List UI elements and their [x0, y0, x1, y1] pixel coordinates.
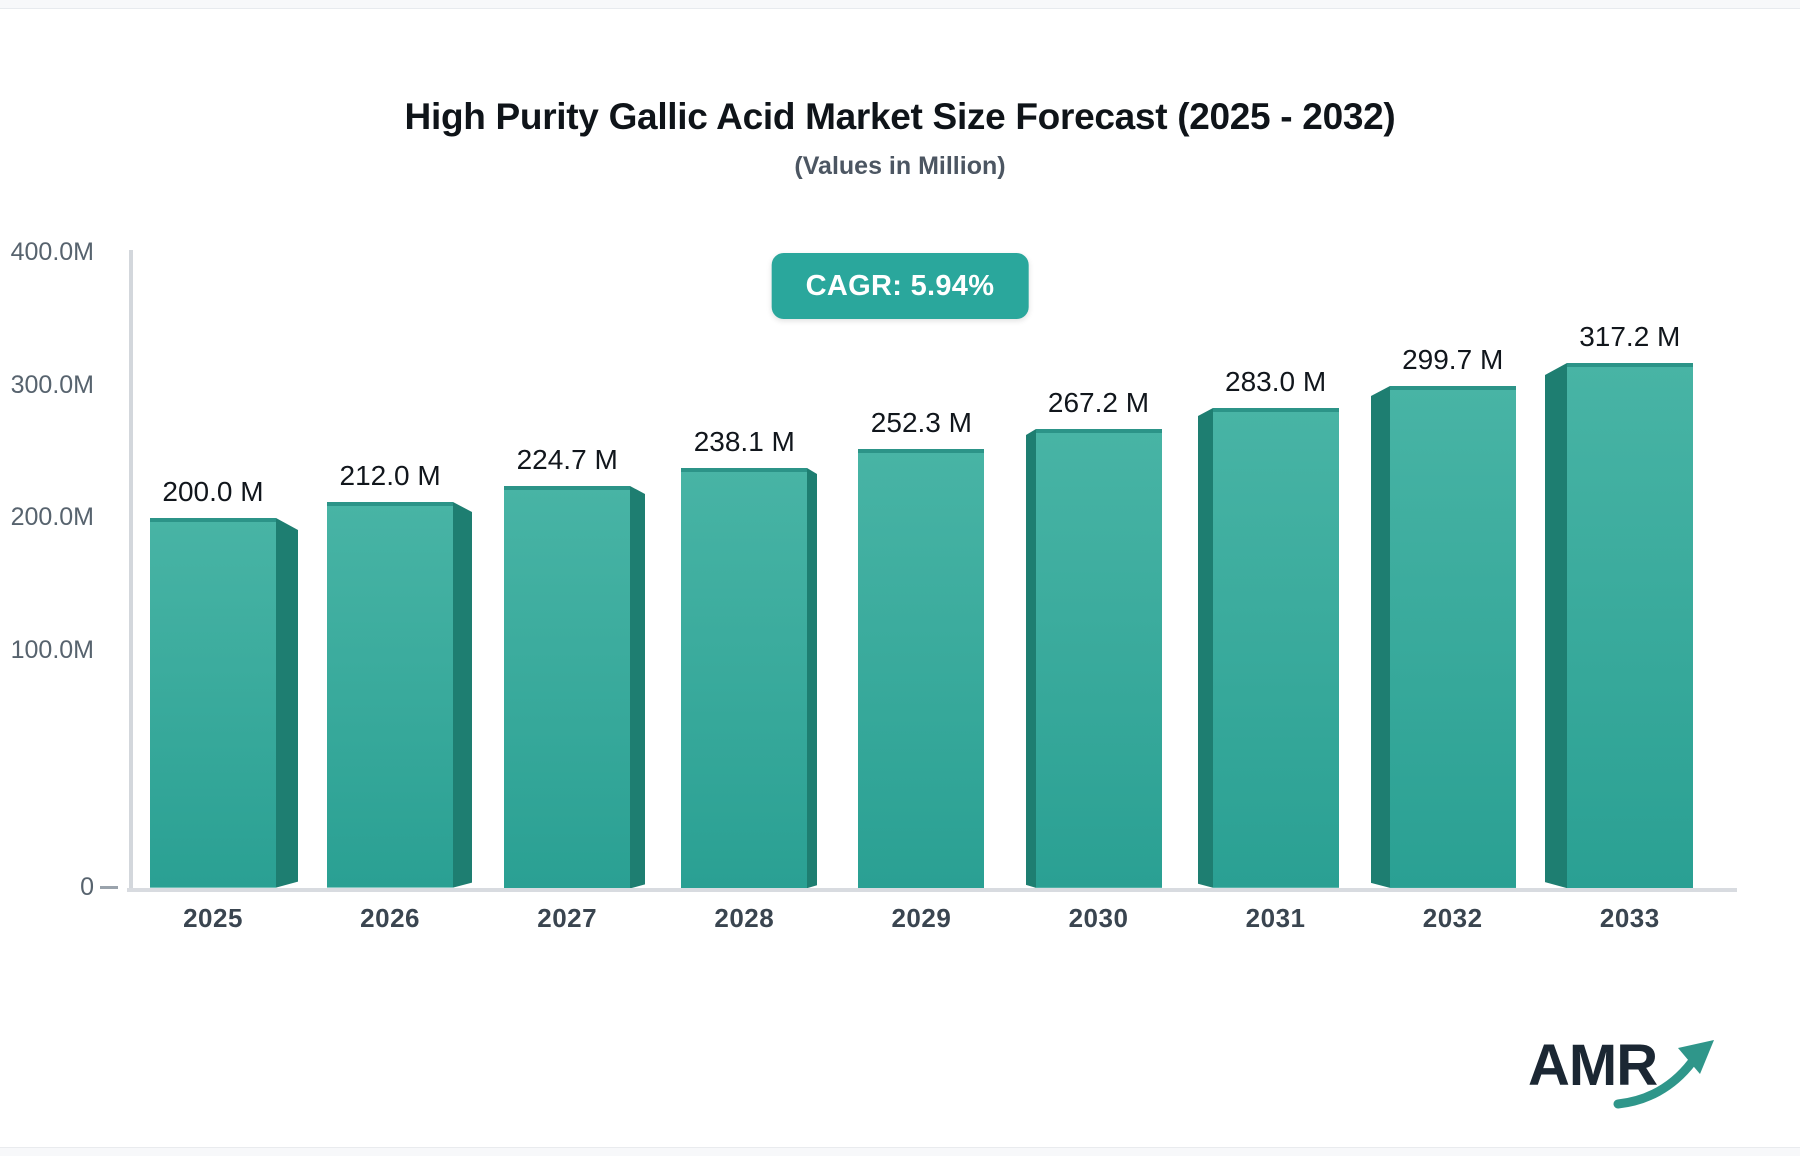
bar-front-face: [858, 448, 985, 888]
bar-side-face: [630, 485, 646, 888]
bar-top-edge: [681, 467, 808, 472]
y-axis-label: 100.0M: [10, 636, 94, 664]
y-axis-label: 300.0M: [10, 370, 94, 399]
bar-value-label: 299.7 M: [1402, 344, 1504, 376]
bar-front-face: [327, 502, 454, 888]
x-axis-label: 2027: [537, 903, 598, 933]
growth-arrow-icon: [1613, 1040, 1714, 1109]
bar-side-face: [453, 502, 473, 888]
bar-value-label: 252.3 M: [870, 406, 972, 438]
x-axis-label: 2031: [1245, 903, 1306, 933]
bar-value-label: 200.0 M: [162, 476, 264, 508]
bar-value-label: 283.0 M: [1225, 366, 1327, 398]
chart-header: High Purity Gallic Acid Market Size Fore…: [0, 0, 1800, 181]
bar-front-face: [1389, 386, 1516, 888]
bar-2032: [1370, 386, 1516, 888]
bar-side-face: [1197, 408, 1213, 888]
bar-top-edge: [858, 448, 985, 453]
x-axis-line: [127, 888, 1737, 892]
bar-front-face: [681, 467, 808, 888]
bar-2030: [1025, 429, 1162, 888]
bar-top-edge: [504, 485, 631, 490]
bar-value-label: 212.0 M: [339, 460, 441, 492]
y-axis-label: 0: [80, 873, 94, 901]
chart-subtitle: (Values in Million): [794, 152, 1006, 180]
top-band: [0, 0, 1800, 9]
bar-2028: [681, 467, 818, 888]
bar-front-face: [1035, 429, 1162, 888]
bar-top-edge: [1035, 429, 1162, 434]
bar-side-face: [807, 467, 818, 888]
x-axis-label: 2033: [1599, 903, 1660, 933]
bar-top-edge: [1212, 408, 1339, 413]
chart-title: High Purity Gallic Acid Market Size Fore…: [404, 96, 1396, 137]
bar-front-face: [1566, 362, 1693, 888]
y-axis-line: [129, 250, 133, 890]
bar-front-face: [1212, 408, 1339, 888]
bar-front-face: [504, 485, 631, 888]
bar-top-edge: [327, 502, 454, 507]
bottom-band: [0, 1147, 1800, 1156]
bar-top-edge: [150, 518, 276, 523]
bar-side-face: [1025, 429, 1036, 888]
bar-value-label: 224.7 M: [516, 443, 618, 475]
bar-2025: [150, 518, 298, 888]
cagr-badge: CAGR: 5.94%: [771, 253, 1029, 319]
bar-value-label: 238.1 M: [693, 425, 795, 457]
y-axis-label: 400.0M: [10, 237, 94, 266]
bar-side-face: [1370, 386, 1390, 888]
x-axis-label: 2032: [1422, 903, 1483, 933]
bar-2027: [504, 485, 646, 888]
bar-top-edge: [1566, 362, 1693, 367]
zero-tick-mark: [100, 886, 118, 889]
bar-value-label: 317.2 M: [1579, 320, 1681, 352]
bar-2026: [327, 502, 473, 888]
x-axis-label: 2029: [891, 903, 952, 933]
x-axis-label: 2025: [183, 903, 243, 933]
bar-front-face: [150, 518, 276, 888]
bar-2031: [1197, 408, 1339, 888]
amr-logo: AMR: [1528, 1032, 1718, 1122]
amr-logo-text: AMR: [1528, 1033, 1658, 1098]
bar-top-edge: [1389, 386, 1516, 391]
bar-side-face: [276, 518, 298, 888]
x-axis-label: 2030: [1068, 903, 1129, 933]
bar-value-label: 267.2 M: [1047, 387, 1150, 419]
x-axis-label: 2028: [714, 903, 775, 933]
bar-2029: [858, 448, 985, 888]
x-axis-label: 2026: [360, 903, 421, 933]
bar-side-face: [1544, 362, 1567, 888]
bar-2033: [1544, 362, 1693, 888]
y-axis-label: 200.0M: [10, 503, 94, 532]
